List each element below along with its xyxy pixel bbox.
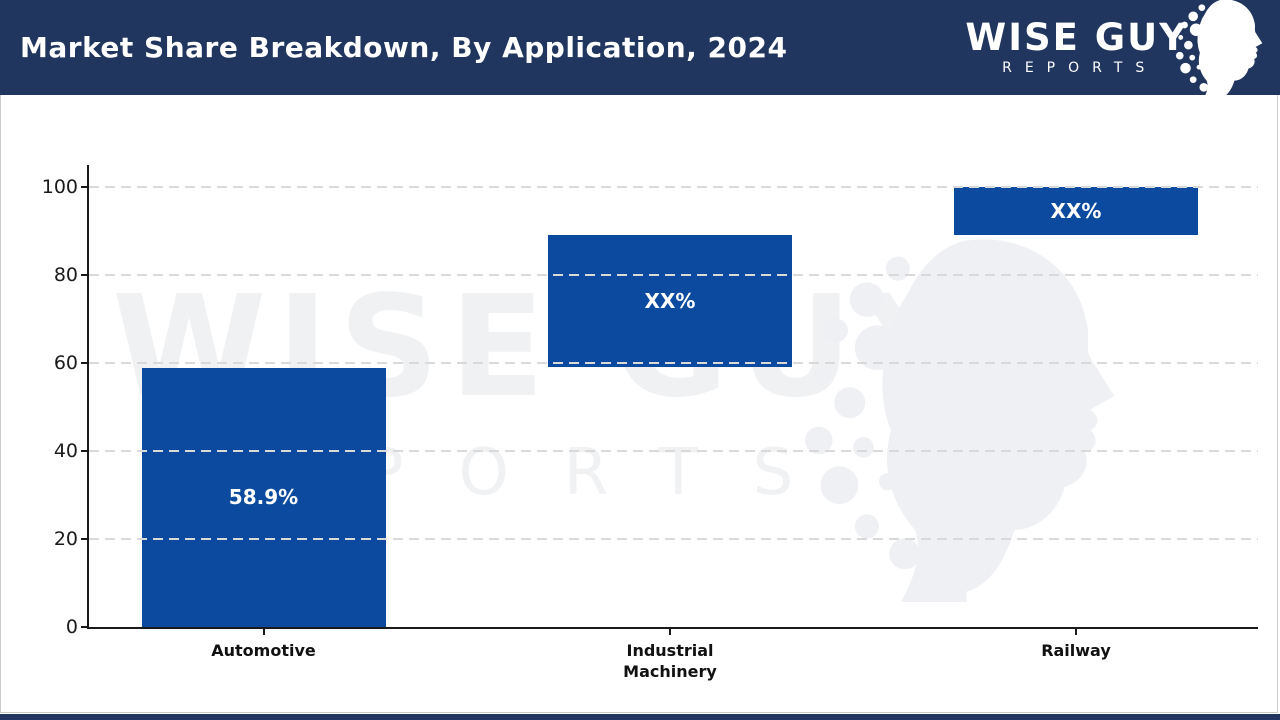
gridline [89,538,1258,540]
y-axis-tick [81,186,87,188]
y-axis-spine [87,165,89,629]
y-axis-tick [81,274,87,276]
gridline [89,274,1258,276]
y-tick-label: 20 [53,528,78,550]
gridline [89,186,1258,188]
logo-wordmark: WISE GUY REPORTS [965,18,1188,77]
x-axis-spine [87,627,1258,629]
bar-value-label: XX% [1050,199,1102,224]
y-axis-tick [81,362,87,364]
y-tick-label: 0 [65,616,78,638]
logo-wordmark-line1: WISE GUY [965,16,1188,59]
y-tick-label: 80 [53,264,78,286]
y-axis-tick [81,538,87,540]
y-tick-label: 40 [53,440,78,462]
watermark-head-icon [798,224,1142,602]
x-tick-label: Railway [1041,641,1111,660]
x-axis-tick [262,629,265,635]
y-tick-label: 60 [53,352,78,374]
bar-value-label: XX% [644,289,696,314]
bar-industrial-machinery: XX% [548,235,792,368]
footer-bar [0,714,1280,720]
header: Market Share Breakdown, By Application, … [0,0,1280,95]
y-axis-tick [81,626,87,628]
y-axis-tick [81,450,87,452]
page-title: Market Share Breakdown, By Application, … [20,31,788,64]
bar-automotive: 58.9% [141,367,386,627]
x-axis-tick [1075,629,1077,635]
wiseguy-logo: WISE GUY REPORTS [965,0,1280,101]
gridline [89,450,1258,452]
x-tick-label: Industrial Machinery [623,641,717,681]
bar-value-label: 58.9% [228,485,299,510]
y-tick-label: 100 [41,176,78,198]
x-axis-tick [669,629,671,635]
x-tick-label: Automotive [211,641,316,660]
gridline [89,362,1258,364]
bar-railway: XX% [954,187,1198,236]
logo-wordmark-line2: REPORTS [1002,60,1158,76]
